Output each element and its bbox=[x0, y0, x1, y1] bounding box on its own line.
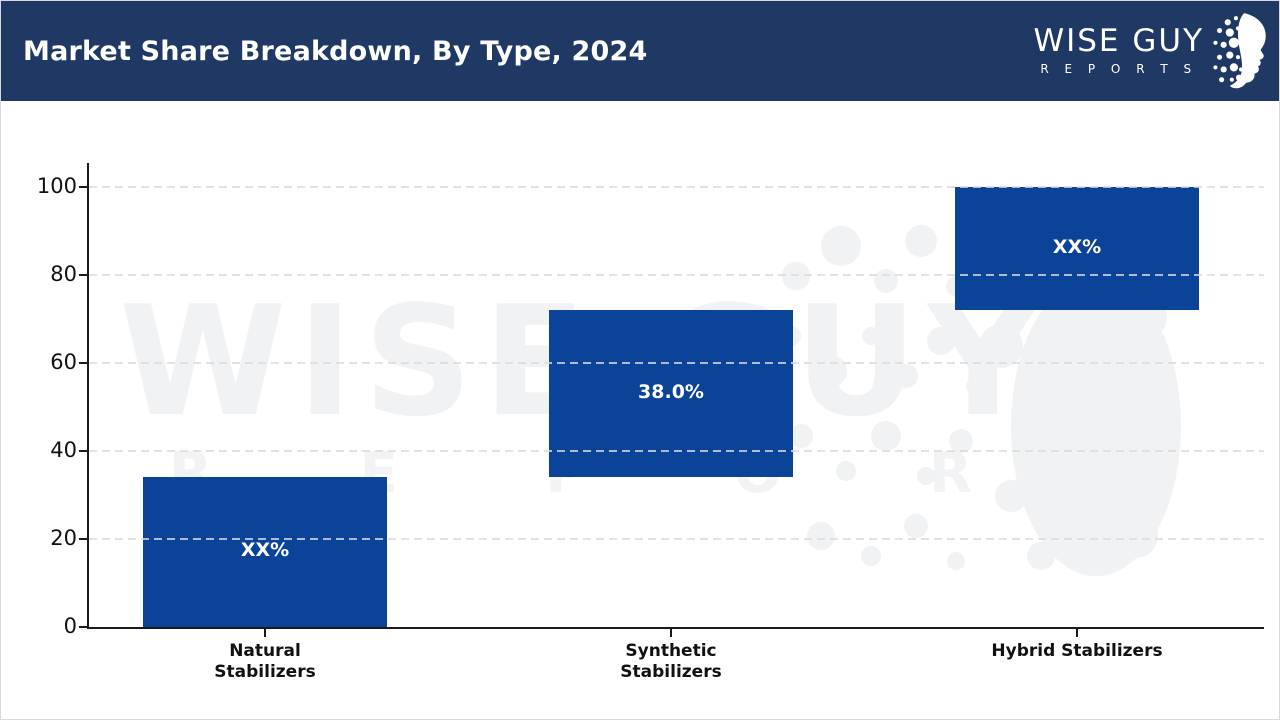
gridline-100 bbox=[89, 186, 1264, 188]
y-tickmark-0 bbox=[79, 626, 87, 628]
x-tickmark bbox=[264, 629, 266, 637]
gridline-40 bbox=[89, 450, 1264, 452]
x-category-label: Natural Stabilizers bbox=[214, 641, 316, 682]
y-tickmark-100 bbox=[79, 186, 87, 188]
x-tickmark bbox=[1076, 629, 1078, 637]
y-tick-label-40: 40 bbox=[50, 438, 77, 462]
y-tick-label-100: 100 bbox=[36, 174, 77, 198]
gridline-80 bbox=[89, 274, 1264, 276]
wiseguy-logo: WISE GUY R E P O R T S bbox=[1033, 1, 1269, 101]
logo-wordmark: WISE GUY bbox=[1033, 23, 1204, 59]
bar-value-label: XX% bbox=[240, 539, 290, 562]
gridline-20 bbox=[89, 538, 1264, 540]
y-tickmark-60 bbox=[79, 362, 87, 364]
gridline-60 bbox=[89, 362, 1264, 364]
chart-title: Market Share Breakdown, By Type, 2024 bbox=[23, 35, 648, 67]
header: Market Share Breakdown, By Type, 2024 WI… bbox=[1, 1, 1279, 101]
y-tickmark-20 bbox=[79, 538, 87, 540]
y-tick-label-80: 80 bbox=[50, 262, 77, 286]
x-tickmark bbox=[670, 629, 672, 637]
y-tickmark-80 bbox=[79, 274, 87, 276]
y-axis-line bbox=[87, 163, 89, 629]
y-tick-label-20: 20 bbox=[50, 526, 77, 550]
y-tickmark-40 bbox=[79, 450, 87, 452]
logo-text: WISE GUY R E P O R T S bbox=[1033, 23, 1204, 77]
bar-value-label: 38.0% bbox=[638, 380, 704, 403]
y-tick-label-60: 60 bbox=[50, 350, 77, 374]
logo-face-icon bbox=[1213, 13, 1266, 89]
bar-segment bbox=[143, 477, 387, 627]
logo-subtitle: R E P O R T S bbox=[1040, 62, 1198, 76]
bar-segment bbox=[549, 310, 793, 478]
bar-value-label: XX% bbox=[1052, 235, 1102, 258]
x-category-label: Synthetic Stabilizers bbox=[620, 641, 722, 682]
x-axis-line bbox=[87, 627, 1264, 629]
y-tick-label-0: 0 bbox=[63, 614, 77, 638]
x-category-label: Hybrid Stabilizers bbox=[991, 641, 1163, 661]
